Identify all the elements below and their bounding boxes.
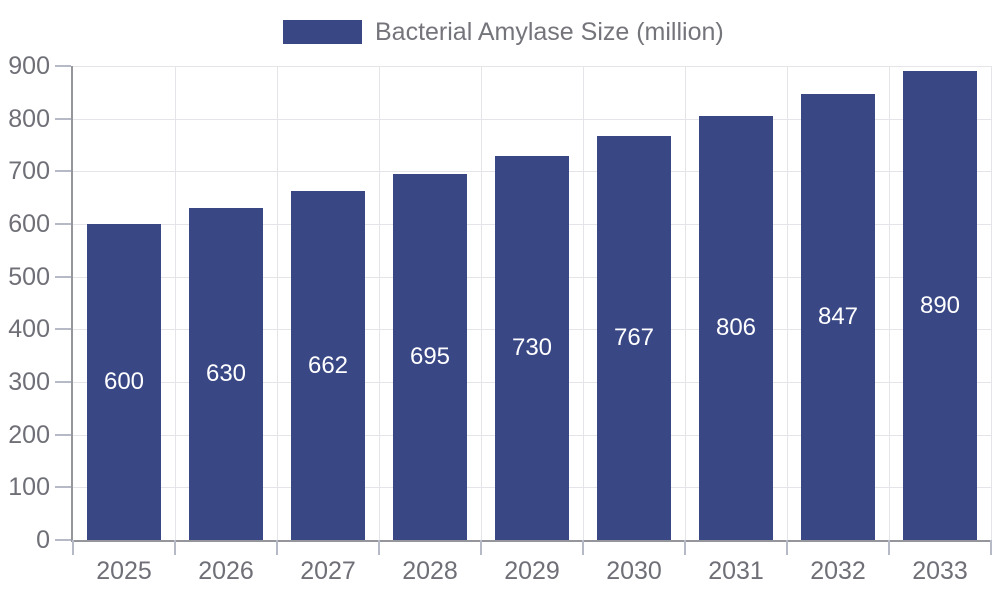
plot-area: 600 630 662 695 730 767 806 847 890 [55,65,992,555]
y-axis-tick [55,275,71,278]
bar-value-label: 806 [715,313,757,341]
x-axis-label-2028: 2028 [402,557,458,585]
bar-2032[interactable]: 847 [801,93,875,540]
x-axis-tick [786,540,788,555]
x-axis-tick [378,540,380,555]
v-gridline [787,66,788,540]
x-axis-line [71,540,991,542]
bar-2033[interactable]: 890 [903,71,977,540]
x-axis-label-2031: 2031 [708,557,764,585]
y-axis-label-700: 700 [8,157,50,186]
y-axis-tick [55,65,71,68]
x-axis-tick [174,540,176,555]
bar-value-label: 730 [511,333,553,361]
x-axis-label-2032: 2032 [810,557,866,585]
y-axis-label-600: 600 [8,210,50,238]
x-axis-label-2025: 2025 [96,557,152,585]
v-gridline [277,66,278,540]
x-axis-label-2030: 2030 [606,557,662,585]
x-axis-label-2029: 2029 [504,557,560,585]
y-axis-tick [55,433,71,436]
bar-2027[interactable]: 662 [291,191,365,540]
v-gridline [889,66,890,540]
v-gridline [175,66,176,540]
v-gridline [685,66,686,540]
bar-value-label: 662 [307,351,349,379]
y-axis-tick [55,328,71,331]
bar-value-label: 695 [409,342,451,370]
x-axis-tick [990,540,992,555]
bar-2025[interactable]: 600 [87,224,161,540]
x-axis-tick [480,540,482,555]
bar-value-label: 630 [205,360,247,388]
y-axis-label-800: 800 [8,104,50,133]
y-axis-label-100: 100 [8,473,50,502]
bar-2026[interactable]: 630 [189,208,263,540]
x-axis-label-2026: 2026 [198,557,254,585]
y-axis-tick [55,170,71,173]
x-axis-tick [888,540,890,555]
legend-swatch [283,20,362,44]
x-axis-tick [582,540,584,555]
x-axis-tick [72,540,74,555]
y-axis-label-900: 900 [8,52,50,80]
h-gridline [73,66,991,67]
bar-value-label: 890 [919,291,961,319]
x-axis-tick [684,540,686,555]
x-axis-label-2033: 2033 [912,557,968,585]
y-axis-tick [55,223,71,225]
y-axis-tick [55,486,71,489]
bar-2031[interactable]: 806 [699,115,773,540]
v-gridline [379,66,380,540]
legend-label: Bacterial Amylase Size (million) [375,17,724,46]
h-gridline [73,118,991,120]
y-axis-label-200: 200 [8,420,50,449]
bar-value-label: 847 [817,302,859,330]
y-axis-label-0: 0 [36,526,50,554]
x-axis-label-2027: 2027 [300,557,356,585]
legend-item[interactable]: Bacterial Amylase Size (million) [283,15,724,49]
y-axis-tick [55,381,71,383]
bar-value-label: 767 [613,324,655,351]
bar-2030[interactable]: 767 [597,136,671,540]
y-axis-label-400: 400 [8,315,50,344]
v-gridline [991,66,992,540]
y-axis-tick [55,539,71,541]
x-axis-tick [276,540,278,555]
y-axis-label-300: 300 [8,368,50,396]
y-axis-line [71,66,73,540]
v-gridline [481,66,482,540]
bar-2029[interactable]: 730 [495,155,569,540]
bar-2028[interactable]: 695 [393,173,467,540]
y-axis-tick [55,117,71,120]
v-gridline [583,66,584,540]
y-axis-label-500: 500 [8,262,50,291]
bar-value-label: 600 [103,368,145,395]
